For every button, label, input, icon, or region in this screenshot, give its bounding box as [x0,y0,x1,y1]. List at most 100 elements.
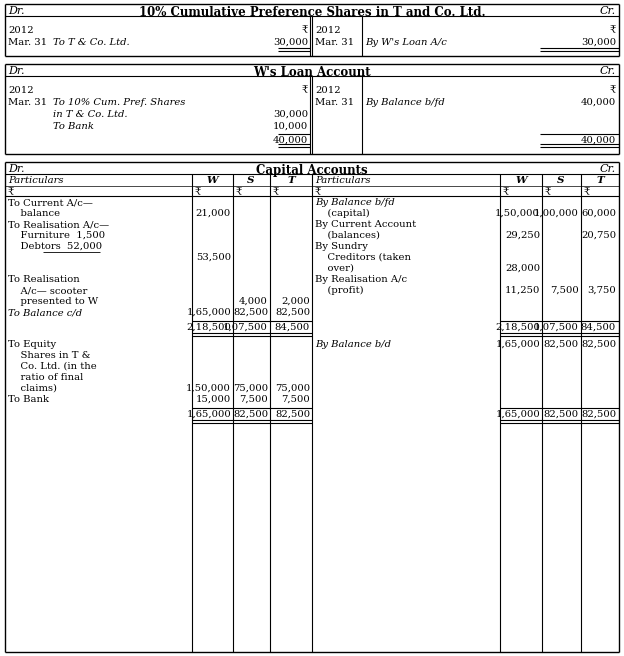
Text: ₹: ₹ [195,188,202,197]
Text: Capital Accounts: Capital Accounts [256,164,368,177]
Text: Particulars: Particulars [8,176,64,185]
Text: (profit): (profit) [315,286,364,295]
Text: 21,000: 21,000 [196,209,231,218]
Text: 30,000: 30,000 [581,38,616,47]
Text: Co. Ltd. (in the: Co. Ltd. (in the [8,362,97,371]
Text: Mar. 31: Mar. 31 [315,98,354,107]
Text: 75,000: 75,000 [275,384,310,393]
Text: T: T [287,176,295,185]
Text: Cr.: Cr. [600,66,616,76]
Text: claims): claims) [8,384,57,393]
Text: T: T [596,176,604,185]
Text: 4,000: 4,000 [239,297,268,306]
Text: To Balance c/d: To Balance c/d [8,308,82,317]
Text: 2012: 2012 [315,86,341,95]
Text: 40,000: 40,000 [581,136,616,145]
Text: Shares in T &: Shares in T & [8,351,90,360]
Text: By Balance b/fd: By Balance b/fd [315,198,395,207]
Text: (capital): (capital) [315,209,370,218]
Text: 75,000: 75,000 [233,384,268,393]
Text: 10,000: 10,000 [273,122,308,131]
Text: To Current A/c—: To Current A/c— [8,198,93,207]
Text: 40,000: 40,000 [273,136,308,145]
Text: ₹: ₹ [584,188,590,197]
Text: Mar. 31: Mar. 31 [8,38,47,47]
Text: 2012: 2012 [8,26,34,35]
Text: 30,000: 30,000 [273,38,308,47]
Text: Creditors (taken: Creditors (taken [315,253,411,262]
Text: Cr.: Cr. [600,6,616,16]
Text: 82,500: 82,500 [275,410,310,419]
Text: ₹: ₹ [301,86,308,95]
Text: 28,000: 28,000 [505,264,540,273]
Text: To Realisation: To Realisation [8,275,80,284]
Text: presented to W: presented to W [8,297,98,306]
Text: S: S [247,176,255,185]
Text: By Realisation A/c: By Realisation A/c [315,275,407,284]
Text: 53,500: 53,500 [196,253,231,262]
Text: 2,18,500: 2,18,500 [495,323,540,332]
Text: 2012: 2012 [315,26,341,35]
Text: 60,000: 60,000 [581,209,616,218]
Text: 84,500: 84,500 [275,323,310,332]
Text: Debtors  52,000: Debtors 52,000 [8,242,102,251]
Text: Mar. 31: Mar. 31 [315,38,354,47]
Text: To 10% Cum. Pref. Shares: To 10% Cum. Pref. Shares [53,98,185,107]
Text: To Bank: To Bank [8,395,49,404]
Text: 29,250: 29,250 [505,231,540,240]
Text: ₹: ₹ [273,188,280,197]
Text: By Balance b/fd: By Balance b/fd [365,98,445,107]
Text: Mar. 31: Mar. 31 [8,98,47,107]
Text: Dr.: Dr. [8,66,24,76]
Text: By Balance b/d: By Balance b/d [315,340,391,349]
Text: 1,50,000: 1,50,000 [186,384,231,393]
Text: 1,65,000: 1,65,000 [186,308,231,317]
Text: To Equity: To Equity [8,340,56,349]
Text: ratio of final: ratio of final [8,373,83,382]
Text: 1,65,000: 1,65,000 [495,410,540,419]
Text: To Realisation A/c—: To Realisation A/c— [8,220,109,229]
Text: 11,250: 11,250 [505,286,540,295]
Text: 2,18,500: 2,18,500 [186,323,231,332]
Text: 1,07,500: 1,07,500 [534,323,579,332]
Text: A/c— scooter: A/c— scooter [8,286,87,295]
Text: (balances): (balances) [315,231,380,240]
Text: 2,000: 2,000 [281,297,310,306]
Text: W: W [206,176,218,185]
Text: 84,500: 84,500 [581,323,616,332]
Text: 82,500: 82,500 [544,410,579,419]
Text: in T & Co. Ltd.: in T & Co. Ltd. [53,110,127,119]
Text: ₹: ₹ [545,188,552,197]
Text: W's Loan Account: W's Loan Account [253,66,371,79]
Text: 82,500: 82,500 [544,340,579,349]
Text: ₹: ₹ [610,86,616,95]
Text: Dr.: Dr. [8,164,24,174]
Text: over): over) [315,264,354,273]
Text: 82,500: 82,500 [581,410,616,419]
Text: 82,500: 82,500 [581,340,616,349]
Text: By W's Loan A/c: By W's Loan A/c [365,38,447,47]
Text: By Current Account: By Current Account [315,220,416,229]
Text: 3,750: 3,750 [587,286,616,295]
Text: balance: balance [8,209,60,218]
Text: 82,500: 82,500 [233,410,268,419]
Text: 7,500: 7,500 [281,395,310,404]
Text: ₹: ₹ [236,188,242,197]
Text: 30,000: 30,000 [273,110,308,119]
Text: 1,07,500: 1,07,500 [223,323,268,332]
Text: S: S [557,176,565,185]
Text: To Bank: To Bank [53,122,94,131]
Text: ₹: ₹ [301,26,308,35]
Text: 7,500: 7,500 [550,286,579,295]
Text: 40,000: 40,000 [581,98,616,107]
Text: To T & Co. Ltd.: To T & Co. Ltd. [53,38,130,47]
Text: 7,500: 7,500 [239,395,268,404]
Text: By Sundry: By Sundry [315,242,368,251]
Text: 10% Cumulative Preference Shares in T and Co. Ltd.: 10% Cumulative Preference Shares in T an… [139,6,485,19]
Text: 1,65,000: 1,65,000 [186,410,231,419]
Text: 1,50,000: 1,50,000 [495,209,540,218]
Text: 20,750: 20,750 [581,231,616,240]
Text: ₹: ₹ [8,188,14,197]
Text: Particulars: Particulars [315,176,371,185]
Text: W: W [515,176,527,185]
